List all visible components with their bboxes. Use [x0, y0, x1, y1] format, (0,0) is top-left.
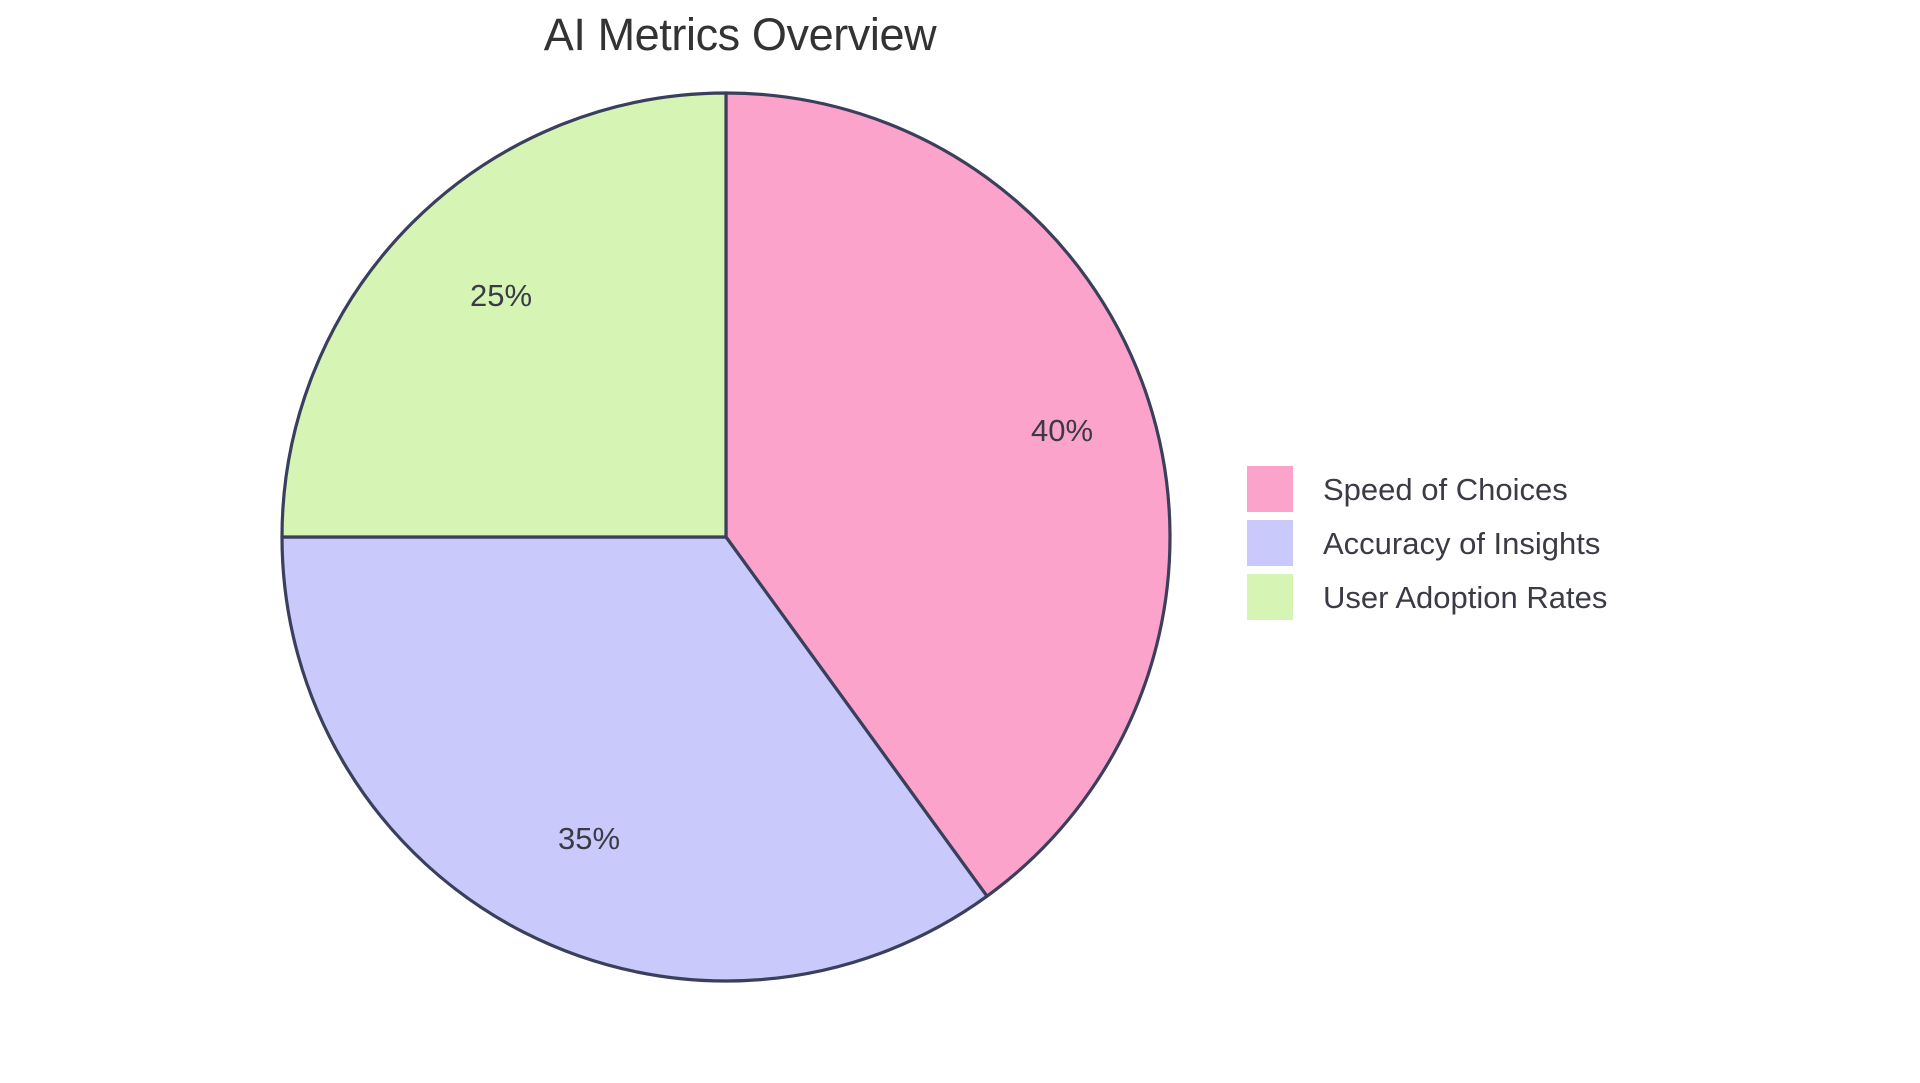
pie-slice[interactable] — [280, 91, 728, 539]
legend-color-swatch — [1247, 466, 1293, 512]
legend-item[interactable]: User Adoption Rates — [1247, 570, 1607, 624]
pie-slice-labels: 40% 35% 25% — [470, 278, 1093, 856]
legend-item-label: Speed of Choices — [1323, 471, 1568, 507]
pie-slice-value-label: 40% — [1031, 413, 1093, 448]
legend-color-swatch — [1247, 520, 1293, 566]
pie-slice-value-label: 35% — [558, 821, 620, 856]
pie-slices — [280, 91, 1172, 983]
legend-item[interactable]: Speed of Choices — [1247, 462, 1607, 516]
pie-slice[interactable] — [280, 535, 989, 983]
legend-item-label: User Adoption Rates — [1323, 579, 1608, 615]
legend-item-label: Accuracy of Insights — [1323, 525, 1601, 561]
chart-legend: Speed of Choices Accuracy of Insights User… — [1247, 462, 1607, 624]
pie-slice[interactable] — [724, 91, 1172, 898]
chart-title: AI Metrics Overview — [543, 9, 937, 60]
legend-item[interactable]: Accuracy of Insights — [1247, 516, 1607, 570]
pie-slice-value-label: 25% — [470, 278, 532, 313]
legend-color-swatch — [1247, 574, 1293, 620]
